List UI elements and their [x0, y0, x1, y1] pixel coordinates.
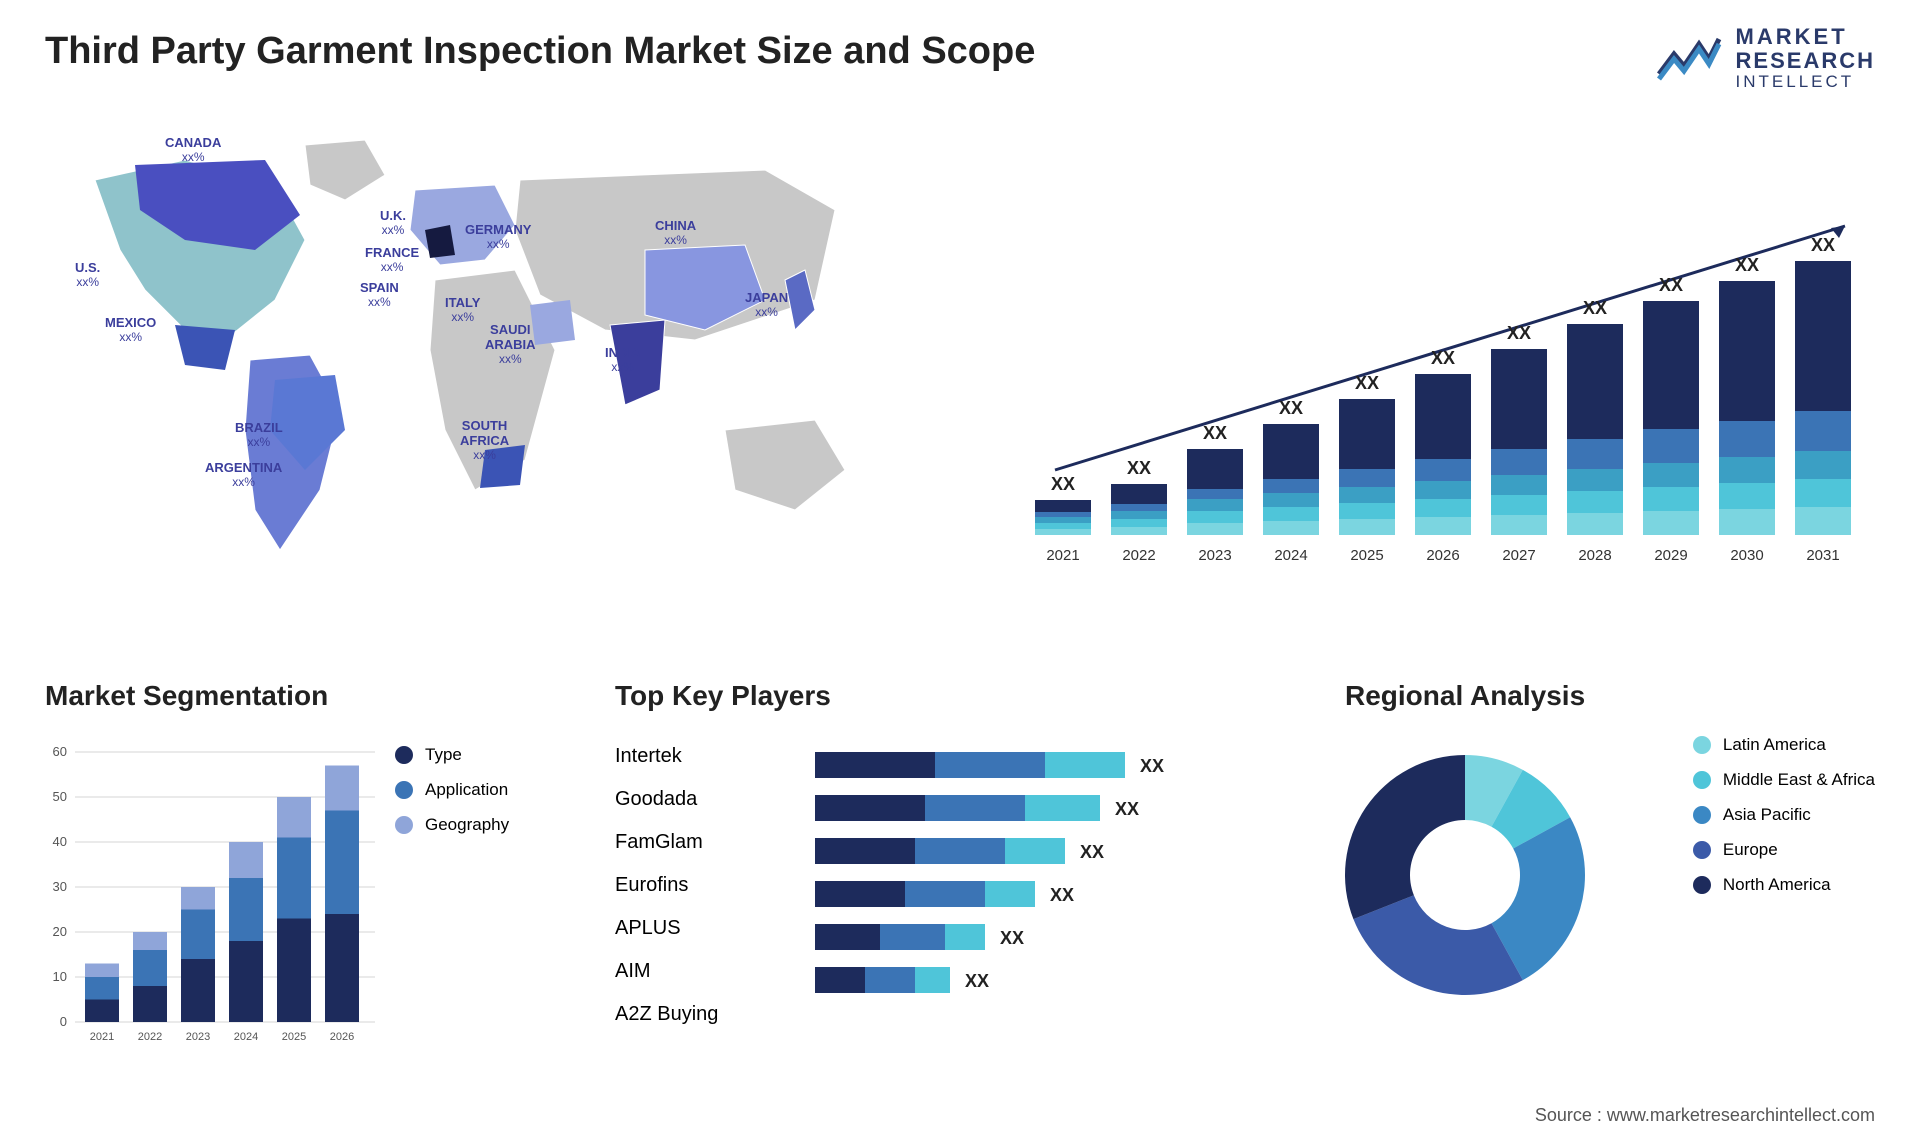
svg-text:40: 40	[53, 834, 67, 849]
player-name: Intertek	[615, 735, 718, 778]
logo-icon	[1654, 34, 1724, 84]
svg-text:2028: 2028	[1578, 547, 1611, 564]
svg-text:XX: XX	[1127, 458, 1151, 478]
svg-text:XX: XX	[1203, 423, 1227, 443]
map-label: FRANCExx%	[365, 245, 419, 274]
svg-text:10: 10	[53, 969, 67, 984]
svg-text:2021: 2021	[90, 1031, 114, 1043]
svg-text:2026: 2026	[330, 1031, 354, 1043]
legend-item: Geography	[395, 815, 509, 835]
svg-text:XX: XX	[1355, 373, 1379, 393]
map-label: U.S.xx%	[75, 260, 100, 289]
map-label: BRAZILxx%	[235, 420, 283, 449]
player-name-list: IntertekGoodadaFamGlamEurofinsAPLUSAIMA2…	[615, 735, 718, 1036]
svg-text:XX: XX	[1050, 885, 1074, 905]
svg-text:2026: 2026	[1426, 547, 1459, 564]
svg-text:2022: 2022	[138, 1031, 162, 1043]
svg-text:XX: XX	[1080, 842, 1104, 862]
growth-bar-chart: XX 2021 XX 2022 XX 2023 XX 2024 XX 2025 XX 2026 XX 20…	[1025, 140, 1875, 580]
map-label: ARGENTINAxx%	[205, 460, 282, 489]
svg-text:XX: XX	[1583, 298, 1607, 318]
player-name: AIM	[615, 950, 718, 993]
svg-text:XX: XX	[965, 971, 989, 991]
svg-text:60: 60	[53, 744, 67, 759]
map-label: SAUDIARABIAxx%	[485, 322, 536, 366]
brand-logo: MARKET RESEARCH INTELLECT	[1654, 25, 1875, 92]
logo-line-2: RESEARCH	[1736, 49, 1875, 73]
player-name: FamGlam	[615, 821, 718, 864]
map-label: CHINAxx%	[655, 218, 696, 247]
map-label: JAPANxx%	[745, 290, 788, 319]
map-label: GERMANYxx%	[465, 222, 531, 251]
svg-text:XX: XX	[1811, 235, 1835, 255]
players-header: Top Key Players	[615, 680, 1345, 712]
svg-text:XX: XX	[1507, 323, 1531, 343]
legend-item: Middle East & Africa	[1693, 770, 1875, 790]
top-players-section: Top Key Players IntertekGoodadaFamGlamEu…	[615, 680, 1345, 732]
svg-text:20: 20	[53, 924, 67, 939]
map-label: ITALYxx%	[445, 295, 480, 324]
legend-item: Europe	[1693, 840, 1875, 860]
legend-item: Type	[395, 745, 509, 765]
svg-text:XX: XX	[1140, 756, 1164, 776]
map-label: CANADAxx%	[165, 135, 221, 164]
svg-text:2027: 2027	[1502, 547, 1535, 564]
svg-text:2029: 2029	[1654, 547, 1687, 564]
svg-text:2031: 2031	[1806, 547, 1839, 564]
svg-text:2024: 2024	[234, 1031, 258, 1043]
logo-line-3: INTELLECT	[1736, 73, 1875, 92]
legend-item: Latin America	[1693, 735, 1875, 755]
map-label: SPAINxx%	[360, 280, 399, 309]
regional-legend: Latin America Middle East & Africa Asia Pa…	[1693, 735, 1875, 910]
svg-text:2023: 2023	[186, 1031, 210, 1043]
player-name: Goodada	[615, 778, 718, 821]
legend-item: North America	[1693, 875, 1875, 895]
svg-text:50: 50	[53, 789, 67, 804]
segmentation-legend: Type Application Geography	[395, 745, 509, 850]
svg-text:2025: 2025	[282, 1031, 306, 1043]
svg-text:XX: XX	[1735, 255, 1759, 275]
player-name: Eurofins	[615, 864, 718, 907]
page-title: Third Party Garment Inspection Market Si…	[45, 30, 1035, 73]
segmentation-header: Market Segmentation	[45, 680, 565, 712]
svg-text:2024: 2024	[1274, 547, 1307, 564]
logo-line-1: MARKET	[1736, 25, 1875, 49]
player-name: APLUS	[615, 907, 718, 950]
svg-text:XX: XX	[1659, 275, 1683, 295]
regional-header: Regional Analysis	[1345, 680, 1875, 712]
map-label: SOUTHAFRICAxx%	[460, 418, 509, 462]
svg-text:XX: XX	[1115, 799, 1139, 819]
svg-text:XX: XX	[1000, 928, 1024, 948]
segmentation-section: Market Segmentation 0 10 20 30 40 50 60 2021 202…	[45, 680, 565, 1057]
map-label: INDIAxx%	[605, 345, 640, 374]
svg-text:2022: 2022	[1122, 547, 1155, 564]
legend-item: Asia Pacific	[1693, 805, 1875, 825]
map-label: MEXICOxx%	[105, 315, 156, 344]
map-label: U.K.xx%	[380, 208, 406, 237]
svg-text:2030: 2030	[1730, 547, 1763, 564]
svg-text:0: 0	[60, 1014, 67, 1029]
source-text: Source : www.marketresearchintellect.com	[1535, 1105, 1875, 1126]
svg-text:2025: 2025	[1350, 547, 1383, 564]
svg-text:XX: XX	[1431, 348, 1455, 368]
legend-item: Application	[395, 780, 509, 800]
player-name: A2Z Buying	[615, 993, 718, 1036]
svg-text:2023: 2023	[1198, 547, 1231, 564]
svg-text:30: 30	[53, 879, 67, 894]
svg-text:2021: 2021	[1046, 547, 1079, 564]
regional-section: Regional Analysis Latin AmericaMiddle Ea…	[1345, 680, 1875, 732]
svg-text:XX: XX	[1279, 398, 1303, 418]
world-map: CANADAxx% U.S.xx% MEXICOxx% BRAZILxx% ARGENT…	[45, 130, 925, 580]
svg-text:XX: XX	[1051, 474, 1075, 494]
